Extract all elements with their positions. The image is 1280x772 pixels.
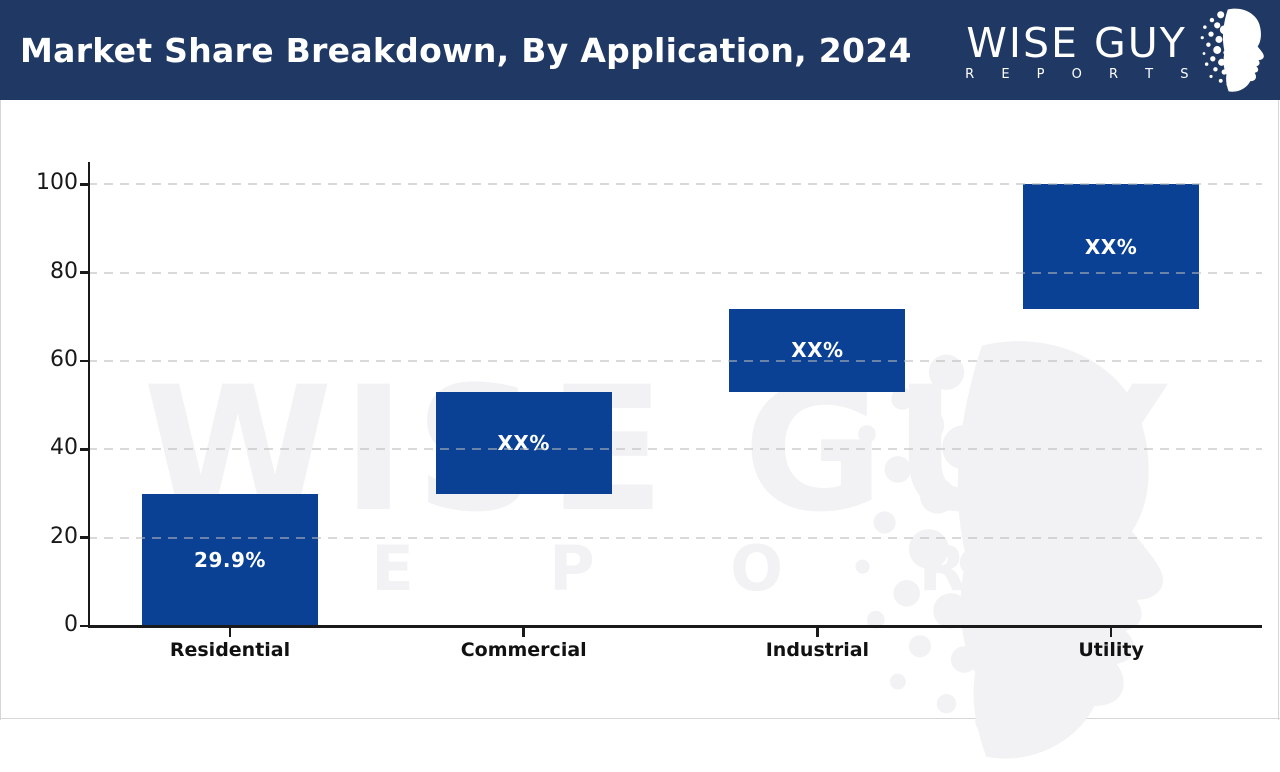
y-tick-60	[80, 359, 89, 363]
gridline-60	[88, 359, 1262, 362]
dotted-head-profile-icon	[1178, 6, 1274, 94]
logo-wordmark: WISE GUY	[966, 19, 1187, 68]
x-category-label-residential: Residential	[169, 639, 291, 661]
bar-value-label: XX%	[497, 430, 550, 455]
y-tick-label: 80	[50, 258, 78, 284]
bar-residential: 29.9%	[142, 493, 318, 626]
gridline-40	[88, 448, 1262, 451]
page-title: Market Share Breakdown, By Application, …	[20, 30, 912, 70]
x-tick-industrial	[816, 627, 819, 637]
y-tick-40	[80, 448, 89, 451]
y-tick-label: 60	[50, 346, 78, 372]
y-tick-100	[80, 183, 89, 186]
x-tick-residential	[228, 627, 232, 637]
wiseguy-logo-text: WISE GUY R E P O R T S	[953, 19, 1200, 82]
bar-value-label: XX%	[791, 338, 844, 363]
x-category-label-industrial: Industrial	[765, 639, 870, 661]
y-tick-label: 100	[36, 170, 78, 196]
bar-value-label: XX%	[1084, 234, 1138, 259]
wiseguy-logo: WISE GUY R E P O R T S	[953, 4, 1274, 96]
y-tick-20	[80, 536, 89, 539]
y-tick-label: 20	[50, 523, 78, 549]
y-tick-80	[80, 271, 89, 274]
x-tick-utility	[1109, 627, 1113, 637]
bar-utility: XX%	[1023, 184, 1200, 309]
header-band: Market Share Breakdown, By Application, …	[0, 0, 1280, 100]
bar-value-label: 29.9%	[194, 547, 266, 572]
x-category-label-commercial: Commercial	[460, 639, 587, 661]
y-tick-label: 0	[64, 612, 78, 637]
y-tick-0	[80, 624, 89, 628]
left-edge-border	[0, 100, 1, 720]
bar-commercial: XX%	[435, 391, 612, 494]
x-category-label-utility: Utility	[1078, 639, 1144, 661]
bottom-edge-border	[0, 718, 1280, 719]
right-edge-border	[1278, 100, 1279, 720]
chart-area: WISE GUY R E P O R T S 29.9% XX% XX% XX% 0 20…	[0, 100, 1280, 720]
bar-industrial: XX%	[729, 308, 906, 392]
watermark-face-icon	[752, 326, 1194, 772]
gridline-20	[88, 536, 1262, 539]
y-axis-spine	[87, 162, 91, 628]
report-figure: Market Share Breakdown, By Application, …	[0, 0, 1280, 720]
logo-subtitle: R E P O R T S	[965, 66, 1200, 82]
gridline-80	[88, 271, 1262, 274]
x-axis-line	[88, 624, 1262, 628]
gridline-100	[88, 183, 1262, 186]
x-tick-commercial	[522, 627, 525, 637]
y-tick-label: 40	[50, 435, 78, 461]
